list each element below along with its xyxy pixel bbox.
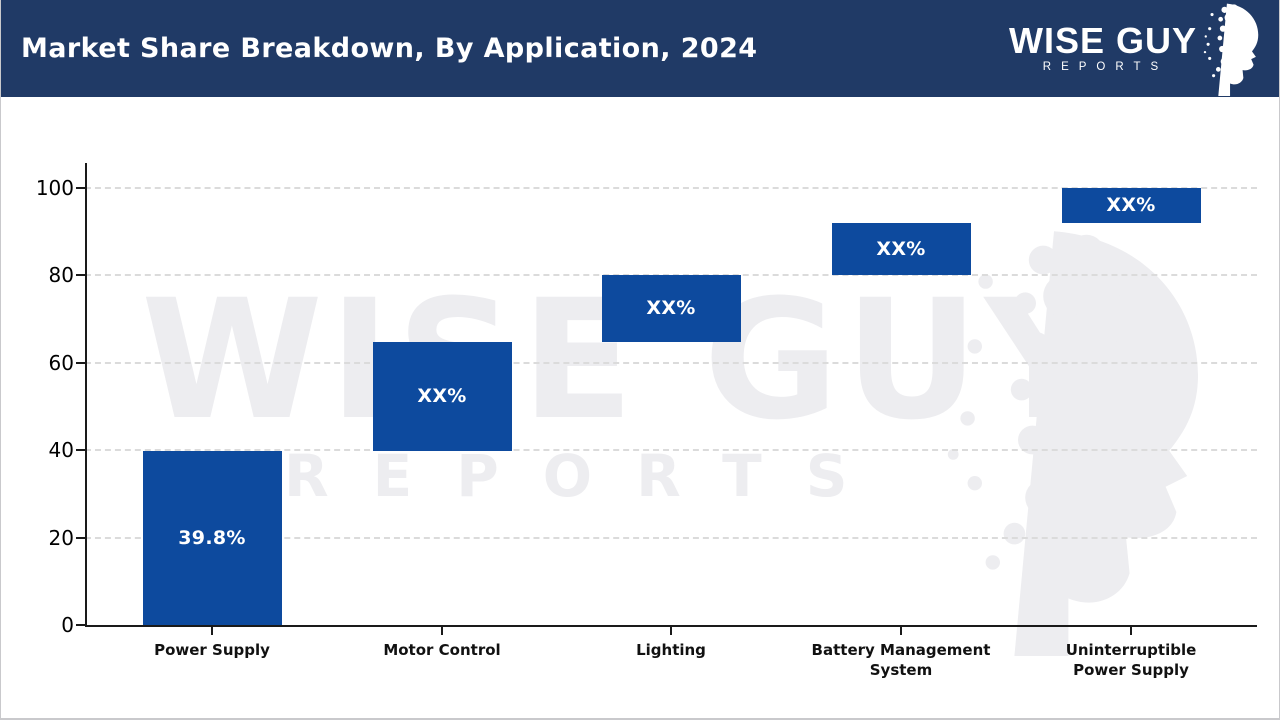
bar-value-label: XX%: [417, 385, 467, 408]
x-axis-category-label: Motor Control: [383, 641, 501, 659]
y-axis-tick-label: 100: [35, 175, 74, 200]
bar-segment-motor-control: XX%: [372, 341, 512, 451]
bar-segment-power-supply: 39.8%: [142, 450, 282, 625]
y-axis-tick-label: 40: [48, 438, 74, 462]
y-axis-tick-label: 0: [61, 613, 74, 637]
y-axis-tick-label: 60: [48, 350, 74, 375]
chart-title: Market Share Breakdown, By Application, …: [21, 33, 758, 64]
dotted-head-icon: [1203, 3, 1259, 96]
gridline-y-40: [85, 449, 1257, 451]
gridline-y-100: [85, 186, 1257, 189]
logo-wordmark: WISE GUY REPORTS: [1009, 23, 1197, 74]
y-axis-tick-mark: [76, 274, 85, 276]
x-axis-tick-mark: [441, 627, 443, 635]
bar-segment-battery-management-system: XX%: [831, 222, 971, 275]
gridline-y-20: [85, 536, 1257, 539]
bar-value-label: 39.8%: [178, 526, 246, 549]
wise-guy-reports-logo: WISE GUY REPORTS: [1009, 2, 1265, 96]
x-axis-tick-mark: [900, 627, 902, 635]
x-axis-tick-mark: [670, 627, 672, 635]
x-axis-category-label: Power Supply: [154, 641, 270, 659]
gridline-y-60: [85, 361, 1257, 364]
logo-wordmark-line2: REPORTS: [1042, 61, 1169, 74]
x-axis-tick-mark: [1130, 627, 1132, 635]
y-axis-tick-mark: [76, 624, 85, 626]
header-band: Market Share Breakdown, By Application, …: [1, 0, 1279, 97]
y-axis-tick-mark: [76, 361, 85, 364]
bar-segment-uninterruptible-power-supply: XX%: [1061, 187, 1201, 223]
y-axis-tick-label: 80: [48, 263, 74, 287]
y-axis-tick-mark: [76, 449, 85, 451]
x-axis-category-label: Uninterruptible Power Supply: [1065, 641, 1197, 679]
y-axis-tick-mark: [76, 186, 85, 189]
x-axis-line: [85, 625, 1257, 627]
x-axis-category-label: Battery Management System: [811, 641, 991, 679]
y-axis-tick-label: 20: [48, 525, 74, 550]
bar-value-label: XX%: [1106, 194, 1156, 216]
logo-wordmark-line1: WISE GUY: [1008, 20, 1197, 62]
bar-value-label: XX%: [646, 297, 696, 320]
y-axis-tick-mark: [76, 536, 85, 539]
bar-value-label: XX%: [876, 237, 926, 260]
y-axis-line: [85, 163, 87, 625]
x-axis-category-label: Lighting: [636, 641, 706, 659]
bar-segment-lighting: XX%: [601, 275, 741, 342]
x-axis-tick-mark: [211, 627, 213, 635]
